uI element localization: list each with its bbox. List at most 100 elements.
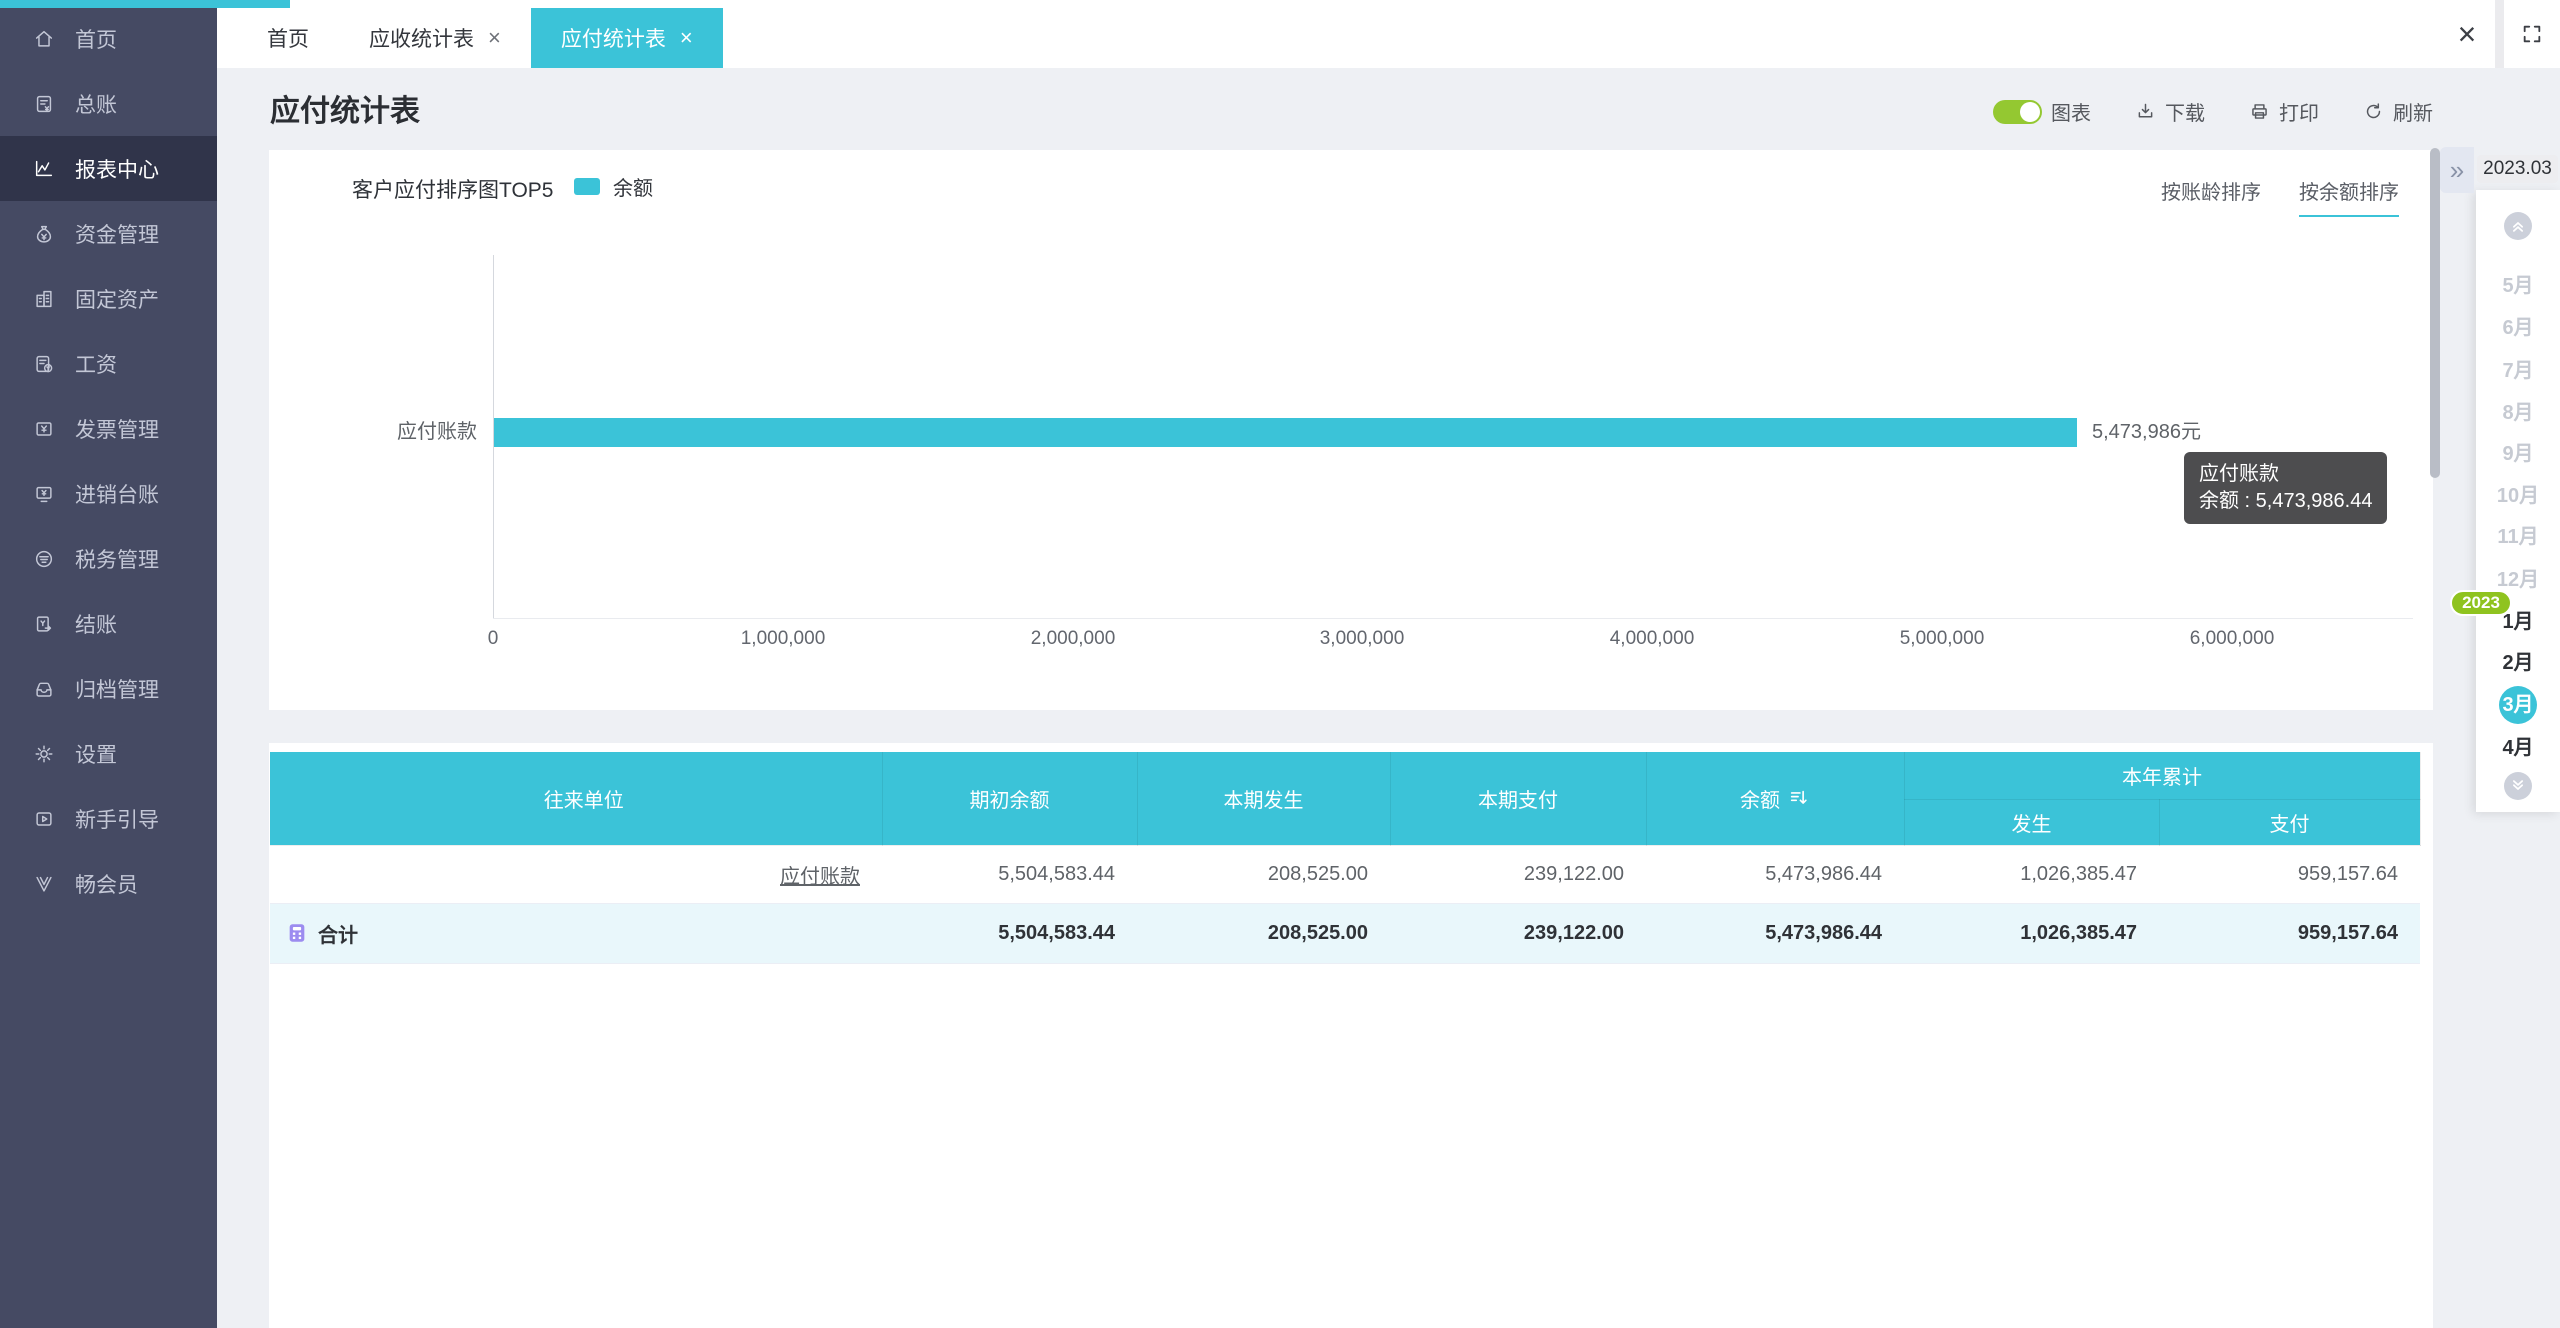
archive-icon [32,677,56,701]
member-v-icon [32,872,56,896]
month-item-may: 5月 [2502,275,2534,297]
chart-bar-value-label: 5,473,986元 [2092,421,2201,443]
chart-toggle[interactable]: 图表 [1993,97,2091,126]
cell-total-ytd-occurred: 1,026,385.47 [1904,903,2159,964]
accent-top-strip [0,0,290,8]
chart-category-label: 应付账款 [397,421,477,443]
table-total-row: 合计 5,504,583.44 208,525.00 239,122.00 5,… [270,903,2420,964]
sort-by-balance-link[interactable]: 按余额排序 [2299,176,2399,217]
toolbar: 图表 下载 打印 刷新 [1993,97,2433,126]
col-header-balance[interactable]: 余额 [1646,752,1905,846]
scroll-months-up-icon[interactable] [2504,212,2532,240]
tooltip-title: 应付账款 [2199,463,2279,485]
building-icon [32,287,56,311]
scroll-months-down-icon[interactable] [2504,772,2532,800]
legend-swatch [574,178,600,195]
sidebar-item-salary[interactable]: 工资 [0,331,217,396]
tab-payable-report[interactable]: 应付统计表 × [530,8,723,68]
legend-label: 余额 [613,178,653,200]
print-button[interactable]: 打印 [2249,97,2319,126]
sidebar-item-general-ledger[interactable]: 总账 [0,71,217,136]
month-item-aug: 8月 [2502,402,2534,424]
cell-balance: 5,473,986.44 [1646,845,1904,904]
fullscreen-icon[interactable] [2504,0,2560,68]
sidebar-item-label: 归档管理 [75,678,159,702]
total-label: 合计 [318,924,358,947]
sort-descending-icon[interactable] [1788,787,1810,809]
sidebar-item-label: 固定资产 [75,288,159,312]
chart-legend[interactable]: 余额 [574,172,653,201]
tab-close-icon[interactable]: × [679,25,693,50]
tooltip-value: 余额 : 5,473,986.44 [2199,490,2373,512]
refresh-button[interactable]: 刷新 [2363,97,2433,126]
tab-close-icon[interactable]: × [488,25,501,50]
tab-label: 应付统计表 [560,28,666,51]
chart-y-axis-line [493,255,494,619]
toggle-switch[interactable] [1993,99,2042,124]
sidebar-item-fund-management[interactable]: 资金管理 [0,201,217,266]
ledger-monitor-icon [32,482,56,506]
month-item-jun: 6月 [2502,317,2534,339]
sidebar-item-closing[interactable]: 结账 [0,591,217,656]
month-item-jan[interactable]: 1月 [2502,611,2534,633]
chart-card: 客户应付排序图TOP5 余额 按账龄排序 按余额排序 应付账款 5,473,98… [269,150,2433,710]
cell-current: 208,525.00 [1137,845,1390,904]
sidebar-item-label: 畅会员 [75,873,138,897]
tab-label: 首页 [267,28,309,51]
chart-x-ticks: 0 1,000,000 2,000,000 3,000,000 4,000,00… [269,628,2433,652]
sidebar-item-tax-management[interactable]: 税务管理 [0,526,217,591]
page-title: 应付统计表 [270,95,420,128]
sidebar-item-purchase-sale-ledger[interactable]: 进销台账 [0,461,217,526]
home-icon [32,27,56,51]
x-tick-label: 1,000,000 [740,628,826,649]
chart-sort-switch: 按账龄排序 按余额排序 [2161,176,2399,217]
sidebar: 首页 总账 报表中心 资金管理 固定资产 工资 [0,0,217,1328]
sidebar-item-label: 资金管理 [75,223,159,247]
year-badge: 2023 [2450,590,2512,616]
tab-receivable-report[interactable]: 应收统计表 × [339,8,531,68]
sidebar-item-label: 总账 [75,93,117,117]
x-tick-label: 3,000,000 [1319,628,1405,649]
sidebar-item-invoice-management[interactable]: 发票管理 [0,396,217,461]
sidebar-item-beginner-guide[interactable]: 新手引导 [0,786,217,851]
closing-icon [32,612,56,636]
x-tick-label: 6,000,000 [2189,628,2275,649]
company-link[interactable]: 应付账款 [780,865,860,888]
x-tick-label: 4,000,000 [1609,628,1695,649]
sidebar-item-archive-management[interactable]: 归档管理 [0,656,217,721]
cell-total-balance: 5,473,986.44 [1646,903,1904,964]
sidebar-item-settings[interactable]: 设置 [0,721,217,786]
chart-bar-payable[interactable] [494,418,2077,447]
sidebar-item-fixed-assets[interactable]: 固定资产 [0,266,217,331]
collapse-panel-icon[interactable]: » [2440,147,2474,193]
cell-total-opening: 5,504,583.44 [882,903,1137,964]
sort-by-aging-link[interactable]: 按账龄排序 [2161,182,2261,204]
refresh-icon [2366,103,2381,119]
col-header-ytd-occurred: 发生 [1904,799,2160,846]
sidebar-item-label: 税务管理 [75,548,159,572]
tab-bar: 首页 应收统计表 × 应付统计表 × × [217,0,2560,68]
vertical-scrollbar-thumb[interactable] [2430,148,2440,478]
month-item-feb[interactable]: 2月 [2502,652,2534,674]
chart-toggle-label: 图表 [2051,103,2091,125]
report-chart-icon [32,157,56,181]
tab-home[interactable]: 首页 [237,8,339,68]
month-item-apr[interactable]: 4月 [2502,737,2534,759]
cell-ytd-occurred: 1,026,385.47 [1904,845,2159,904]
col-header-opening-balance: 期初余额 [882,752,1138,846]
table-card: 往来单位 期初余额 本期发生 本期支付 余额 本年累计 发生 支付 [269,743,2433,1328]
video-guide-icon [32,807,56,831]
sidebar-item-label: 首页 [75,28,117,52]
download-button[interactable]: 下载 [2135,97,2205,126]
month-item-nov: 11月 [2497,526,2539,548]
sidebar-item-home[interactable]: 首页 [0,6,217,71]
window-controls-divider [2495,0,2504,68]
sidebar-item-label: 结账 [75,613,117,637]
sidebar-item-report-center[interactable]: 报表中心 [0,136,217,201]
sidebar-item-member[interactable]: 畅会员 [0,851,217,916]
close-window-icon[interactable]: × [2439,0,2495,68]
money-bag-icon [32,222,56,246]
month-item-mar[interactable]: 3月 [2499,686,2537,724]
col-header-ytd: 本年累计 [1904,752,2421,800]
payable-statistics-table: 往来单位 期初余额 本期发生 本期支付 余额 本年累计 发生 支付 [270,752,2421,964]
